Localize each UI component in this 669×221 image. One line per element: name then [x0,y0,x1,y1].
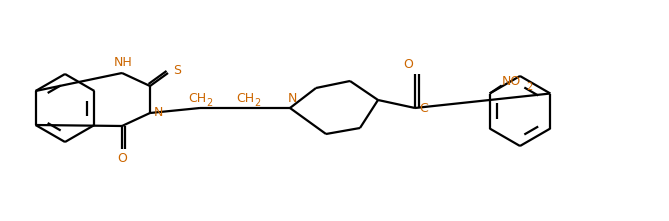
Text: 2: 2 [254,98,260,108]
Text: NH: NH [114,57,132,69]
Text: S: S [173,63,181,76]
Text: 2: 2 [527,82,533,91]
Text: CH: CH [188,91,206,105]
Text: N: N [153,105,163,118]
Text: O: O [403,57,413,70]
Text: C: C [419,101,428,114]
Text: NO: NO [502,75,521,88]
Text: CH: CH [236,91,254,105]
Text: N: N [287,91,296,105]
Text: O: O [117,152,127,166]
Text: 2: 2 [206,98,212,108]
